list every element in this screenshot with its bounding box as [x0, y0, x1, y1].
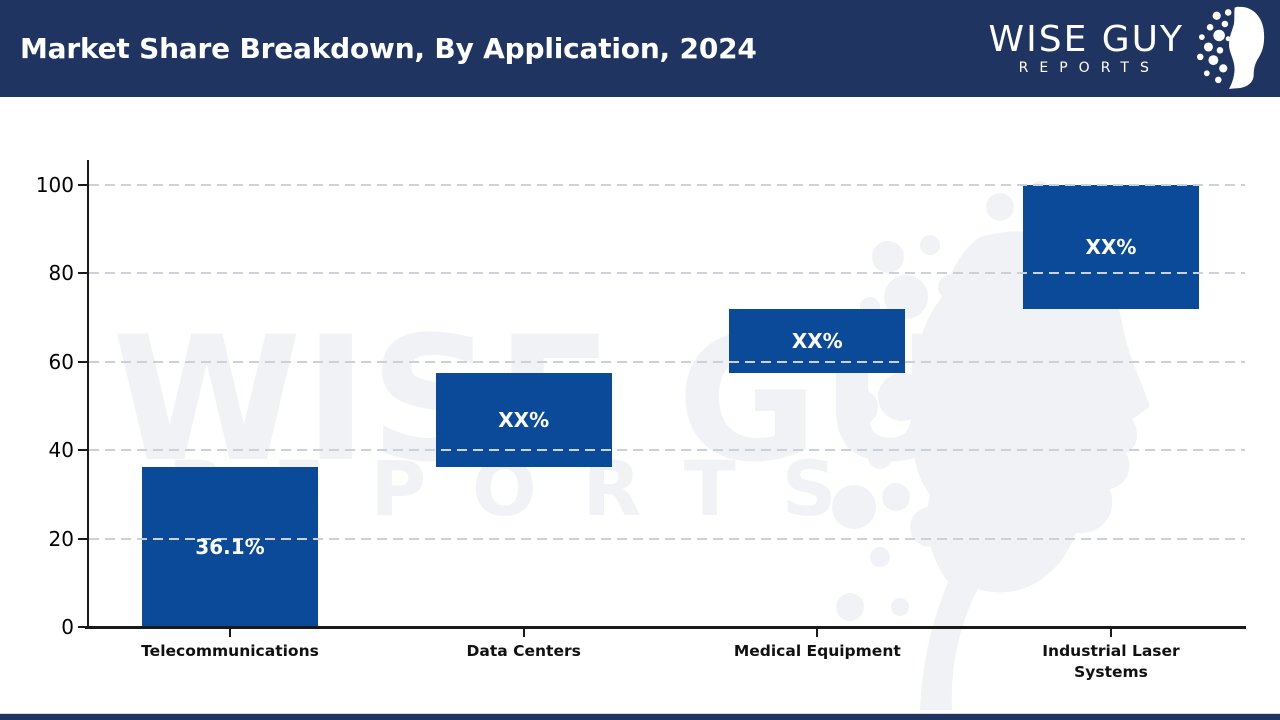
- y-tick-mark-0: [78, 626, 87, 628]
- bar-label-industrial-laser-systems: XX%: [1085, 234, 1137, 259]
- plot-area: 0 20 40 60 80 100 36.1% XX% XX% XX% Telecommunicat…: [0, 97, 1280, 713]
- bottom-rule: [0, 713, 1280, 714]
- logo-wordmark: WISE GUY: [988, 18, 1184, 60]
- bar-telecommunications: [142, 467, 318, 627]
- page-title: Market Share Breakdown, By Application, …: [20, 32, 757, 65]
- logo-subtitle: REPORTS: [1018, 59, 1160, 76]
- x-axis-label-line: Telecommunications: [141, 642, 319, 660]
- x-axis-label-medical-equipment: Medical Equipment: [707, 641, 927, 662]
- y-tick-label-20: 20: [48, 526, 74, 551]
- y-axis-spine: [87, 160, 89, 629]
- gridline-100: [89, 184, 1245, 186]
- y-tick-mark-100: [78, 184, 87, 186]
- gridline-60: [89, 360, 1245, 363]
- logo-face-icon: [1192, 4, 1266, 94]
- x-axis-label-telecommunications: Telecommunications: [120, 641, 340, 662]
- bar-label-telecommunications: 36.1%: [195, 535, 265, 560]
- logo-text: WISE GUY REPORTS: [988, 18, 1185, 76]
- y-tick-label-60: 60: [48, 349, 74, 374]
- y-tick-label-100: 100: [35, 173, 74, 197]
- x-tick-mark-industrial-laser-systems: [1110, 629, 1112, 637]
- y-tick-mark-80: [78, 272, 87, 275]
- y-tick-label-40: 40: [48, 438, 74, 463]
- y-tick-label-80: 80: [48, 261, 74, 286]
- gridline-80: [89, 272, 1245, 275]
- bar-label-data-centers: XX%: [498, 408, 550, 433]
- bar-label-medical-equipment: XX%: [791, 328, 843, 353]
- x-axis-spine: [85, 626, 1246, 629]
- y-tick-mark-20: [78, 537, 87, 540]
- y-tick-mark-40: [78, 449, 87, 452]
- y-tick-mark-60: [78, 360, 87, 363]
- x-tick-mark-data-centers: [522, 629, 525, 637]
- x-tick-mark-medical-equipment: [816, 629, 819, 637]
- x-axis-label-data-centers: Data Centers: [414, 641, 634, 662]
- x-axis-label-line: Systems: [1074, 663, 1148, 681]
- y-tick-label-0: 0: [61, 615, 74, 639]
- header-bar: Market Share Breakdown, By Application, …: [0, 0, 1280, 97]
- logo-wise-guy: WISE GUY REPORTS: [989, 4, 1280, 94]
- x-axis-label-industrial-laser-systems: Industrial Laser Systems: [1001, 641, 1221, 683]
- x-tick-mark-telecommunications: [229, 629, 231, 637]
- gridline-40: [89, 449, 1245, 452]
- bottom-bar: [0, 714, 1280, 720]
- x-axis-label-line: Industrial Laser: [1042, 642, 1180, 660]
- gridline-20: [89, 537, 1245, 540]
- x-axis-label-line: Data Centers: [466, 642, 581, 660]
- bar-data-centers: [435, 372, 612, 468]
- x-axis-label-line: Medical Equipment: [733, 642, 901, 660]
